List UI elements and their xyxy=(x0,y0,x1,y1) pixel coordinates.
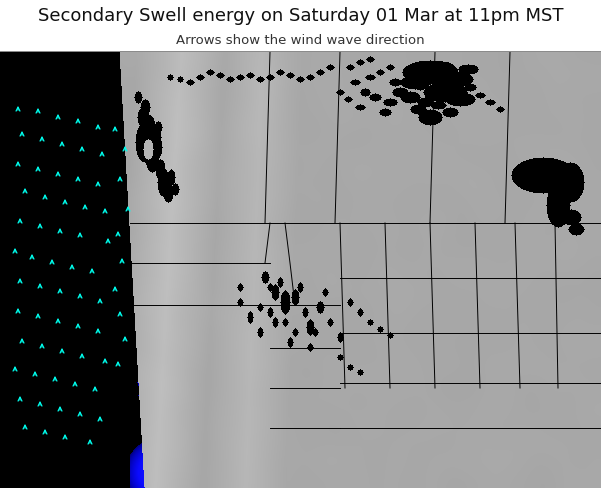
Text: Secondary Swell energy on Saturday 01 Mar at 11pm MST: Secondary Swell energy on Saturday 01 Ma… xyxy=(38,7,563,24)
Text: Arrows show the wind wave direction: Arrows show the wind wave direction xyxy=(176,34,425,47)
